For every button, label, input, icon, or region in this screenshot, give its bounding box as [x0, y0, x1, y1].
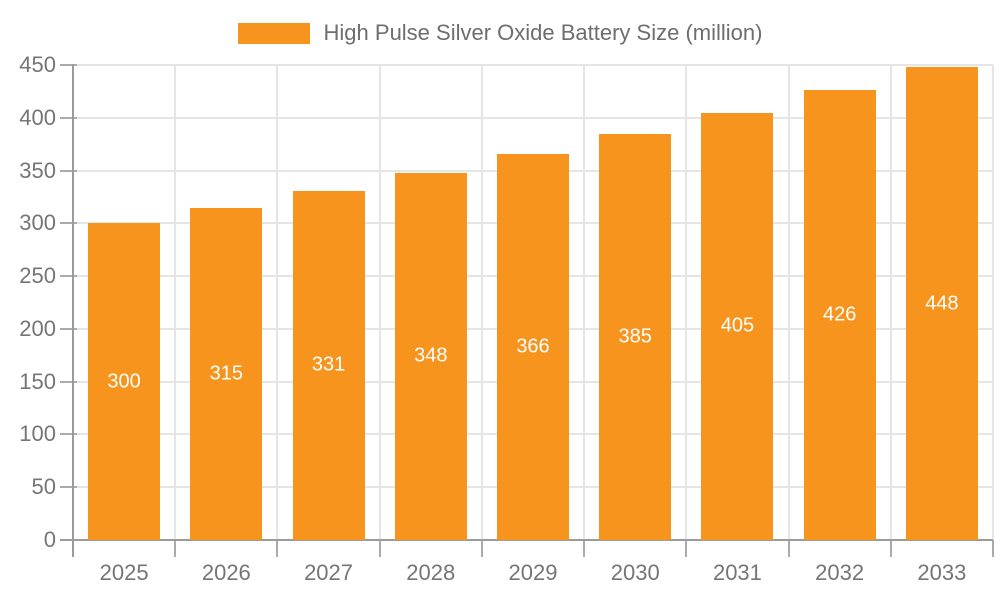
x-axis-label: 2025: [99, 560, 149, 585]
bar-value-label: 448: [925, 292, 959, 315]
y-axis-label: 100: [19, 421, 56, 447]
bar: [88, 223, 161, 540]
x-axis-label: 2026: [201, 560, 251, 585]
y-axis-tick: [60, 169, 77, 172]
x-axis-tick: [992, 540, 994, 557]
y-axis-label: 400: [19, 104, 56, 130]
x-gridline: [276, 65, 279, 540]
x-axis-label: 2027: [304, 560, 354, 585]
x-gridline: [583, 65, 586, 540]
x-axis-label: 2031: [712, 560, 762, 585]
legend: High Pulse Silver Oxide Battery Size (mi…: [0, 12, 1000, 54]
x-axis-label: 2030: [610, 560, 660, 585]
x-gridline: [174, 65, 177, 540]
y-axis-label: 200: [19, 315, 56, 341]
x-axis-tick: [889, 540, 892, 557]
y-axis-tick: [60, 433, 77, 436]
y-axis-label: 350: [19, 157, 56, 183]
bar-value-label: 348: [414, 344, 448, 367]
y-axis-line: [72, 64, 74, 557]
bar-value-label: 426: [822, 303, 857, 326]
y-axis-tick: [60, 327, 77, 330]
x-axis-line: [60, 539, 993, 541]
x-axis-tick: [480, 540, 483, 557]
bar-value-label: 385: [618, 325, 652, 348]
x-axis-tick: [685, 540, 688, 557]
y-axis-label: 150: [19, 368, 56, 394]
y-axis-label: 450: [19, 52, 56, 77]
x-axis-label: 2028: [406, 560, 456, 585]
x-gridline: [685, 65, 688, 540]
bar: [292, 190, 365, 540]
x-gridline: [787, 65, 790, 540]
bar-value-label: 405: [720, 314, 755, 337]
x-axis-label: 2033: [917, 560, 967, 585]
y-gridline: [73, 116, 993, 119]
bar-value-label: 331: [311, 353, 346, 376]
y-axis-label: 50: [31, 474, 56, 500]
x-axis-tick: [787, 540, 790, 557]
y-axis-label: 300: [19, 210, 56, 236]
y-axis-tick: [60, 116, 77, 119]
x-gridline: [992, 65, 994, 540]
bar: [701, 112, 774, 540]
x-axis-tick: [174, 540, 177, 557]
y-axis-tick: [60, 486, 77, 489]
y-axis-label: 250: [19, 263, 56, 289]
y-axis-tick: [60, 275, 77, 278]
legend-swatch: [237, 22, 310, 44]
bar-value-label: 315: [209, 362, 244, 385]
bar: [803, 90, 876, 540]
y-axis-label: 0: [43, 527, 56, 552]
bar: [497, 153, 569, 540]
y-axis-tick: [60, 64, 77, 66]
bar: [394, 172, 467, 540]
y-axis-tick: [60, 222, 77, 225]
bar-value-label: 366: [516, 335, 550, 358]
y-axis-tick: [60, 380, 77, 383]
bar-value-label: 300: [107, 370, 141, 393]
x-axis-tick: [276, 540, 279, 557]
bar: [599, 133, 672, 540]
bar: [905, 67, 978, 540]
x-gridline: [378, 65, 381, 540]
bar: [190, 207, 263, 540]
x-axis-tick: [378, 540, 381, 557]
x-axis-label: 2029: [508, 560, 558, 585]
y-gridline: [73, 64, 993, 66]
legend-label: High Pulse Silver Oxide Battery Size (mi…: [323, 20, 763, 45]
x-gridline: [889, 65, 892, 540]
x-axis-tick: [583, 540, 586, 557]
x-axis-label: 2032: [815, 560, 865, 585]
x-gridline: [480, 65, 483, 540]
